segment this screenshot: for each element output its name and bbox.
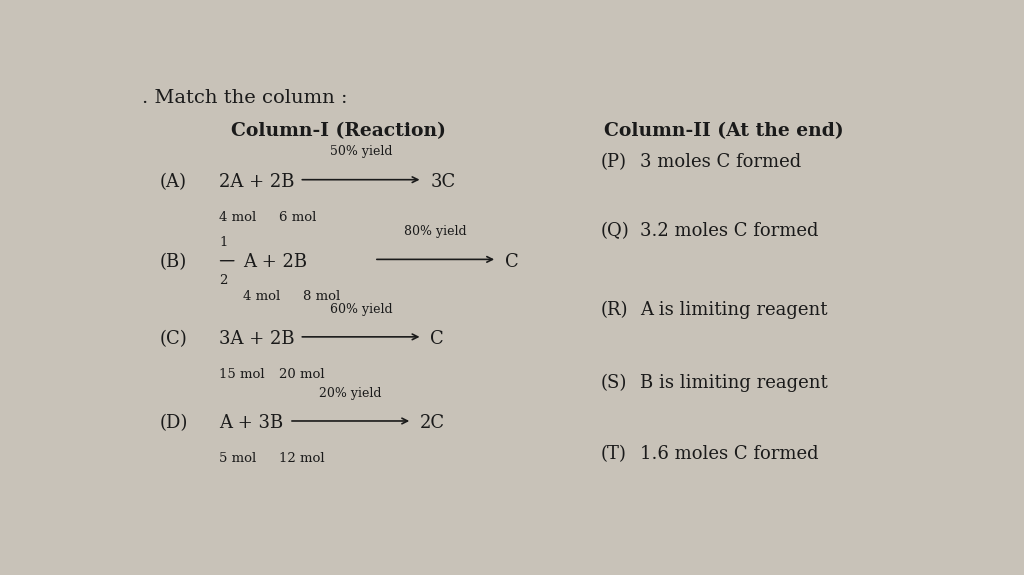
Text: (S): (S) [600,374,627,392]
Text: 6 mol: 6 mol [279,210,316,224]
Text: 50% yield: 50% yield [330,145,392,159]
Text: (T): (T) [600,445,626,463]
Text: 4 mol: 4 mol [243,290,281,304]
Text: 4 mol: 4 mol [219,210,257,224]
Text: (C): (C) [160,330,187,348]
Text: (A): (A) [160,173,186,191]
Text: A is limiting reagent: A is limiting reagent [640,301,827,319]
Text: Column-I (Reaction): Column-I (Reaction) [231,122,446,140]
Text: 1.6 moles C formed: 1.6 moles C formed [640,445,818,463]
Text: 2: 2 [219,274,227,287]
Text: 5 mol: 5 mol [219,452,257,465]
Text: (D): (D) [160,414,188,432]
Text: 2A + 2B: 2A + 2B [219,173,295,191]
Text: A + 2B: A + 2B [243,252,307,271]
Text: 20% yield: 20% yield [319,387,382,400]
Text: C: C [430,330,444,348]
Text: 3C: 3C [430,173,456,191]
Text: (R): (R) [600,301,628,319]
Text: 8 mol: 8 mol [303,290,340,304]
Text: 3A + 2B: 3A + 2B [219,330,295,348]
Text: (P): (P) [600,153,627,171]
Text: (B): (B) [160,252,187,271]
Text: 20 mol: 20 mol [279,368,325,381]
Text: B is limiting reagent: B is limiting reagent [640,374,827,392]
Text: 12 mol: 12 mol [279,452,325,465]
Text: C: C [505,252,519,271]
Text: . Match the column :: . Match the column : [142,89,348,107]
Text: 80% yield: 80% yield [404,225,467,238]
Text: 3.2 moles C formed: 3.2 moles C formed [640,221,818,240]
Text: 60% yield: 60% yield [330,302,392,316]
Text: A + 3B: A + 3B [219,414,284,432]
Text: 1: 1 [219,236,227,249]
Text: Column-II (At the end): Column-II (At the end) [604,122,844,140]
Text: 3 moles C formed: 3 moles C formed [640,153,801,171]
Text: 15 mol: 15 mol [219,368,265,381]
Text: (Q): (Q) [600,221,629,240]
Text: 2C: 2C [420,414,445,432]
